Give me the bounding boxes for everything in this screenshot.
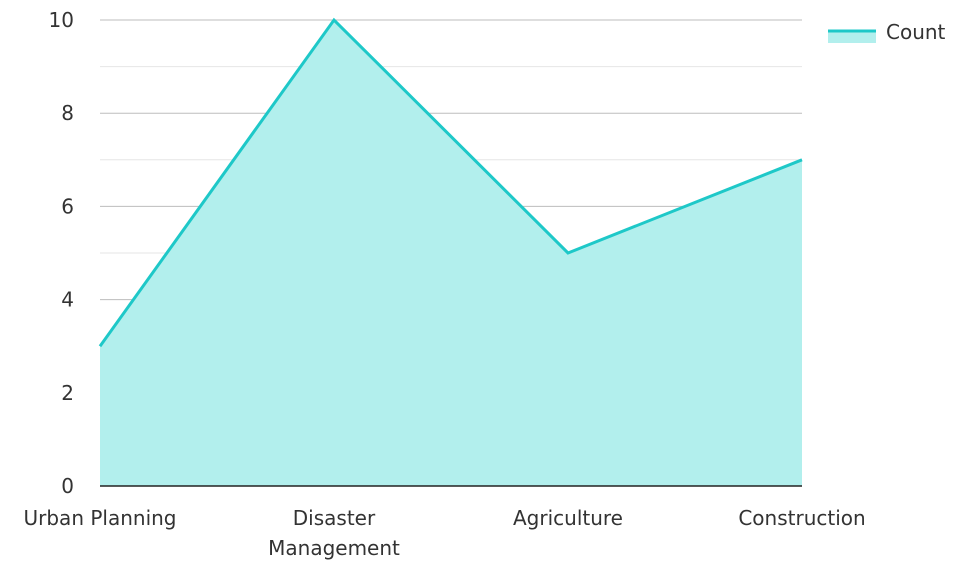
y-tick-label: 6 (61, 194, 74, 218)
legend-swatch-fill (828, 31, 876, 43)
x-tick-label: Agriculture (513, 506, 623, 530)
x-axis-ticks: Urban Planning Disaster Management Agricult… (24, 506, 866, 560)
x-tick-label: Urban Planning (24, 506, 177, 530)
y-tick-label: 8 (61, 101, 74, 125)
legend: Count (828, 20, 946, 44)
y-tick-label: 2 (61, 381, 74, 405)
y-axis-ticks: 0 2 4 6 8 10 (49, 8, 74, 498)
y-tick-label: 4 (61, 288, 74, 312)
x-tick-label: Construction (738, 506, 865, 530)
y-tick-label: 0 (61, 474, 74, 498)
legend-label-count: Count (886, 20, 946, 44)
series-line-count (98, 17, 803, 348)
area-fill-count (100, 20, 802, 486)
x-tick-label: Disaster Management (268, 506, 400, 560)
y-tick-label: 10 (49, 8, 74, 32)
